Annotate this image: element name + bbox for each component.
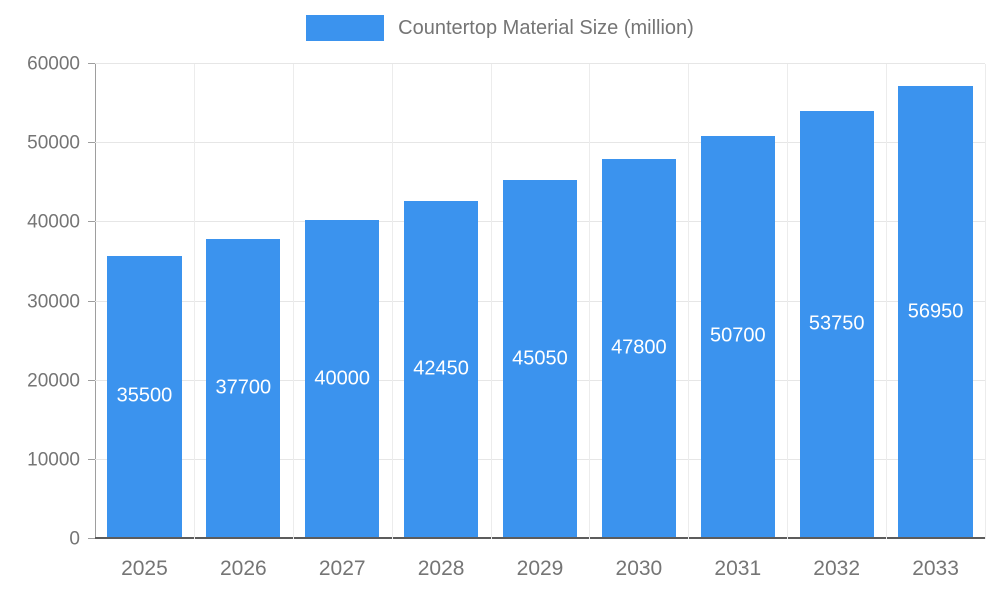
bar[interactable]: 40000 (305, 220, 380, 537)
bar-value-label: 42450 (413, 357, 469, 380)
y-tick (88, 142, 95, 144)
bar-value-label: 50700 (709, 324, 766, 347)
bar[interactable]: 35500 (107, 255, 182, 537)
v-gridline (985, 64, 986, 539)
bar-value-label: 37700 (215, 376, 272, 399)
v-gridline (886, 64, 888, 539)
h-gridline (95, 63, 985, 64)
bar[interactable]: 50700 (700, 135, 775, 537)
bar[interactable]: 42450 (404, 200, 479, 537)
v-gridline (490, 64, 492, 539)
y-axis-line (95, 64, 96, 539)
x-axis-label: 2032 (813, 557, 861, 580)
x-axis-baseline (95, 537, 985, 539)
v-gridline (589, 64, 591, 539)
x-axis-label: 2029 (516, 557, 564, 580)
x-axis-label: 2028 (417, 557, 465, 580)
bar-value-label: 40000 (314, 367, 371, 390)
y-axis-label: 20000 (27, 370, 80, 392)
y-tick (88, 379, 95, 381)
y-axis-label: 30000 (27, 291, 80, 312)
v-gridline (688, 64, 690, 539)
y-axis-label: 0 (69, 528, 80, 550)
legend[interactable]: Countertop Material Size (million) (0, 15, 1000, 41)
legend-swatch (306, 15, 385, 41)
bar[interactable]: 53750 (799, 111, 874, 537)
y-axis-label: 50000 (27, 132, 80, 154)
plot-area: 35500 37700 40000 42450 45050 47800 50700 53750… (88, 63, 986, 539)
bar-value-label: 45050 (512, 347, 568, 370)
x-axis-label: 2033 (912, 557, 959, 580)
y-axis-label: 40000 (27, 211, 80, 233)
y-tick (88, 458, 95, 460)
legend-label: Countertop Material Size (million) (398, 16, 694, 39)
v-gridline (193, 64, 195, 539)
y-axis-labels: 0 10000 20000 30000 40000 50000 60000 (0, 55, 80, 549)
y-tick (88, 221, 95, 223)
x-axis-labels: 2025 2026 2027 2028 2029 2030 2031 2032 2033 (95, 553, 985, 585)
y-axis-label: 60000 (27, 53, 80, 75)
v-gridline (787, 64, 789, 539)
bar[interactable]: 56950 (898, 86, 973, 537)
bar-value-label: 47800 (611, 336, 667, 359)
x-axis-label: 2026 (219, 557, 267, 580)
x-axis-label: 2025 (121, 557, 168, 580)
y-tick (88, 63, 95, 64)
bar[interactable]: 45050 (502, 180, 578, 537)
y-tick (88, 538, 95, 539)
y-axis-label: 10000 (27, 449, 80, 471)
x-axis-label: 2030 (615, 557, 663, 580)
x-axis-label: 2031 (714, 557, 762, 580)
bar[interactable]: 47800 (601, 158, 676, 537)
v-gridline (391, 64, 393, 539)
v-gridline (292, 64, 294, 539)
bar-value-label: 35500 (116, 384, 173, 407)
bar[interactable]: 37700 (206, 238, 281, 537)
bar-value-label: 56950 (907, 300, 964, 323)
h-gridline (95, 142, 985, 144)
bar-value-label: 53750 (808, 312, 865, 335)
x-axis-label: 2027 (318, 557, 366, 580)
y-tick (88, 300, 95, 302)
